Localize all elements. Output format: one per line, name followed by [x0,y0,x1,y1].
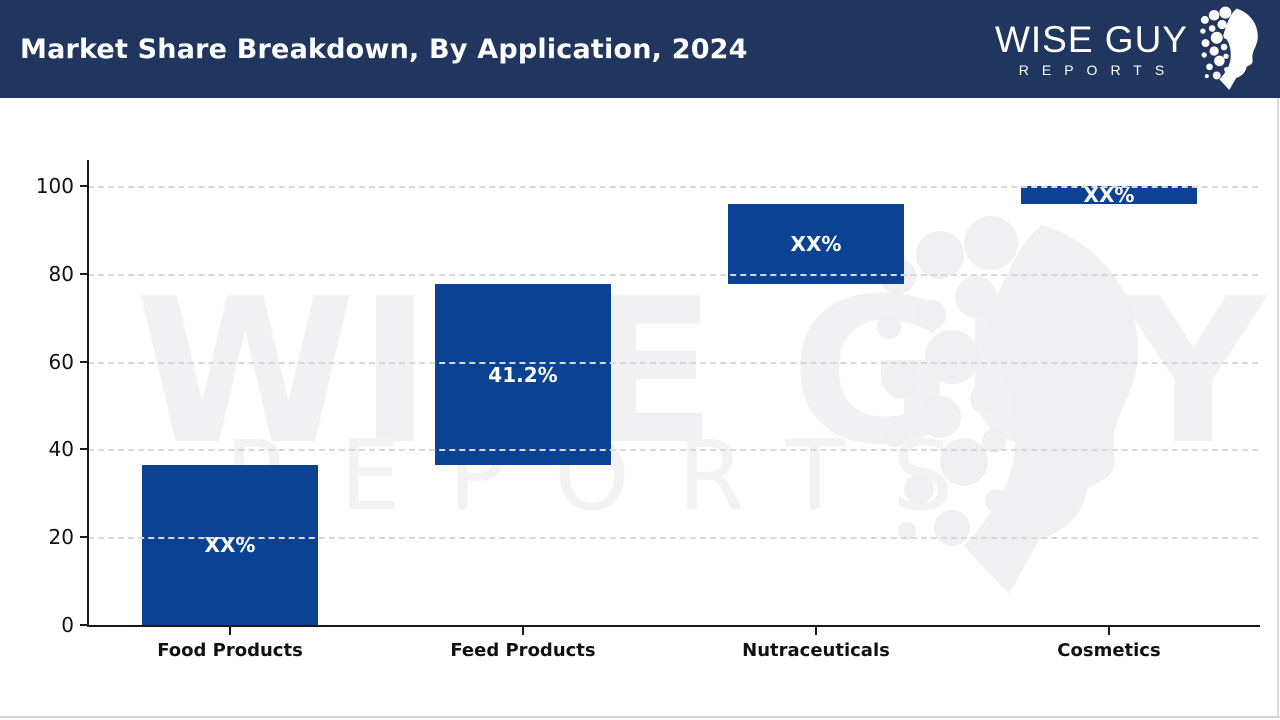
wiseguy-logo: WISE GUY REPORTS [995,6,1266,92]
gridline-100 [88,186,1258,188]
y-tick-mark [80,360,88,363]
bar-value-label: XX% [204,533,256,558]
y-tick-label: 40 [48,437,74,462]
x-category-label-feed-products: Feed Products [450,640,596,661]
y-tick-mark [80,185,88,187]
x-tick-mark [522,627,524,635]
wiseguy-head-icon [1200,6,1258,91]
gridline-40 [88,449,1258,452]
page-border-bottom [0,716,1280,718]
gridline-20 [88,537,1258,540]
gridline-60 [88,361,1258,364]
y-tick-label: 100 [35,174,74,198]
x-tick-mark [229,627,231,635]
y-tick-mark [80,624,88,626]
bar-food-products: XX% [142,465,318,625]
x-category-label-nutraceuticals: Nutraceuticals [742,640,890,661]
x-tick-mark [815,627,817,635]
y-axis-line [87,160,89,627]
bar-value-label: 41.2% [488,362,558,387]
y-tick-label: 20 [48,525,74,550]
bar-value-label: XX% [790,231,842,256]
x-tick-mark [1108,627,1110,635]
logo-wiseguy-label: WISE GUY [994,18,1188,60]
gridline-80 [88,273,1258,276]
y-tick-mark [80,272,88,275]
page-border-right [1277,98,1279,716]
bar-nutraceuticals: XX% [728,203,904,285]
y-tick-mark [80,448,88,451]
y-tick-mark [80,536,88,539]
x-axis-line [87,625,1260,627]
y-tick-label: 0 [61,613,74,637]
wiseguy-logo-text: WISE GUY REPORTS [995,21,1188,78]
y-tick-label: 60 [48,349,74,374]
header-bar: Market Share Breakdown, By Application, … [0,0,1280,98]
x-category-label-cosmetics: Cosmetics [1057,640,1161,661]
y-tick-label: 80 [48,261,74,286]
bar-feed-products: 41.2% [435,284,611,466]
x-category-label-food-products: Food Products [157,640,303,661]
logo-reports-label: REPORTS [1018,61,1178,78]
page-title: Market Share Breakdown, By Application, … [20,33,748,65]
bar-cosmetics: XX% [1021,183,1197,207]
